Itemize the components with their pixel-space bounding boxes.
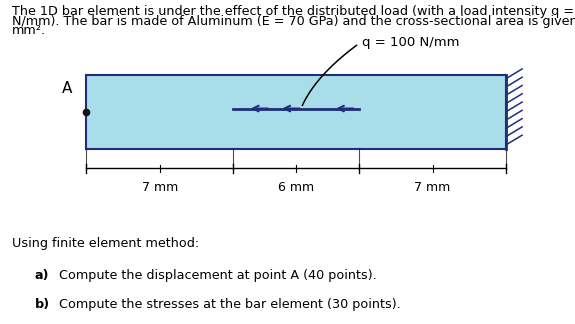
Text: Compute the displacement at point A (40 points).: Compute the displacement at point A (40 …: [51, 269, 377, 282]
Text: 6 mm: 6 mm: [278, 181, 314, 194]
Bar: [86, 75, 506, 149]
Text: 7 mm: 7 mm: [415, 181, 451, 194]
Text: The 1D bar element is under the effect of the distributed load (with a load inte: The 1D bar element is under the effect o…: [12, 5, 575, 18]
Text: A: A: [62, 81, 72, 96]
Text: Compute the stresses at the bar element (30 points).: Compute the stresses at the bar element …: [51, 298, 400, 311]
Text: 7 mm: 7 mm: [141, 181, 178, 194]
Text: b): b): [34, 298, 49, 311]
Text: mm².: mm².: [12, 24, 45, 37]
Text: q = 100 N/mm: q = 100 N/mm: [362, 36, 460, 49]
Text: N/mm). The bar is made of Aluminum (E = 70 GPa) and the cross-sectional area is : N/mm). The bar is made of Aluminum (E = …: [12, 15, 575, 28]
Text: a): a): [34, 269, 49, 282]
Text: Using finite element method:: Using finite element method:: [12, 237, 199, 249]
